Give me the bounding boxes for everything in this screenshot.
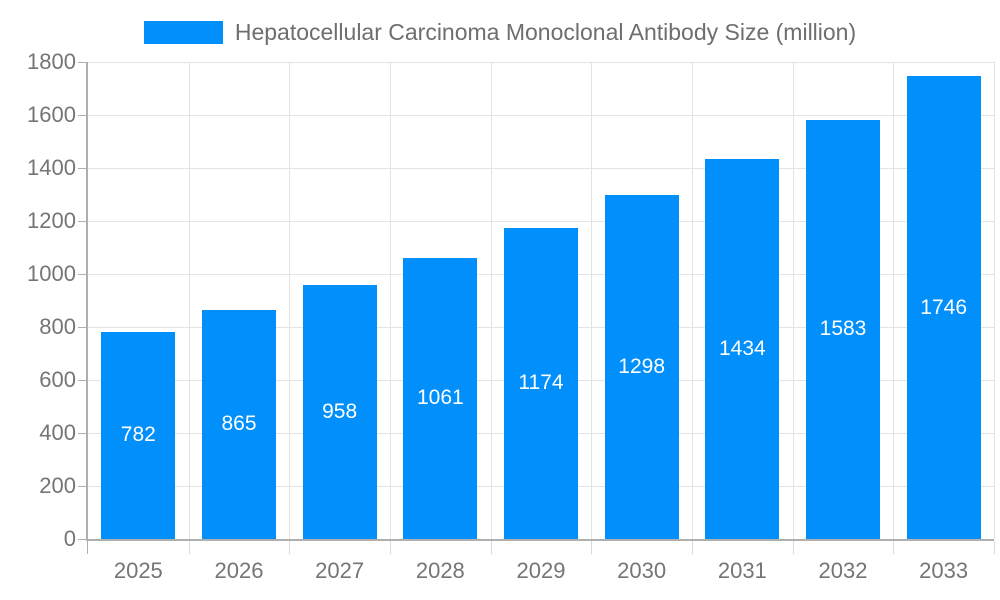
v-gridline [289, 62, 291, 539]
y-axis-label: 200 [39, 473, 76, 498]
y-axis-tick [78, 115, 88, 116]
bar-value-label: 1061 [416, 386, 464, 410]
bar-2033[interactable]: 1746 [906, 76, 981, 539]
y-axis-label: 1600 [27, 102, 76, 127]
bar-2025[interactable]: 782 [101, 331, 176, 539]
legend-label: Hepatocellular Carcinoma Monoclonal Anti… [234, 19, 857, 45]
bar-2028[interactable]: 1061 [403, 257, 478, 539]
bar-value-label: 1174 [518, 371, 564, 395]
y-axis-label: 1000 [27, 261, 76, 286]
x-axis-label: 2031 [717, 558, 767, 583]
x-axis-line [86, 539, 994, 541]
x-axis-label: 2029 [516, 558, 566, 583]
y-axis-tick [78, 221, 88, 222]
h-gridline [88, 168, 994, 169]
y-axis-tick [78, 380, 88, 381]
bar-2030[interactable]: 1298 [604, 195, 679, 539]
y-axis-label: 400 [39, 420, 76, 445]
y-axis-label: 1200 [27, 208, 76, 233]
v-gridline [591, 62, 593, 539]
y-axis-line [86, 62, 88, 541]
y-axis-tick [78, 433, 88, 434]
y-axis-tick [78, 274, 88, 275]
bar-value-label: 1583 [819, 317, 867, 341]
y-axis-label: 0 [63, 526, 76, 551]
bar-value-label: 1298 [618, 355, 666, 378]
legend[interactable]: Hepatocellular Carcinoma Monoclonal Anti… [0, 17, 1000, 47]
bar-2027[interactable]: 958 [302, 285, 377, 539]
y-axis-label: 800 [39, 314, 76, 339]
y-axis-label: 600 [39, 367, 76, 392]
v-gridline [692, 62, 693, 539]
x-axis-label: 2025 [113, 558, 163, 583]
x-axis-label: 2030 [617, 558, 667, 583]
v-gridline [792, 62, 794, 539]
v-gridline [893, 62, 895, 539]
x-axis-tick [188, 541, 190, 554]
h-gridline [88, 62, 994, 63]
bar-value-label: 958 [322, 400, 358, 424]
x-axis-label: 2026 [214, 558, 264, 583]
bar-2032[interactable]: 1583 [806, 119, 880, 539]
y-axis-label: 1400 [27, 155, 76, 180]
v-gridline [390, 62, 391, 539]
x-axis-label: 2033 [919, 558, 969, 583]
x-axis-label: 2028 [415, 558, 465, 583]
y-axis-tick [78, 327, 88, 328]
bar-2031[interactable]: 1434 [705, 158, 780, 539]
h-gridline [88, 115, 994, 116]
x-axis-tick [87, 541, 88, 554]
bar-2029[interactable]: 1174 [504, 227, 578, 539]
bar-value-label: 865 [221, 412, 257, 436]
y-axis-tick [78, 539, 88, 540]
x-axis-tick [591, 541, 593, 554]
x-axis-tick [792, 541, 794, 554]
v-gridline [994, 62, 995, 539]
bar-value-label: 1434 [718, 336, 766, 360]
y-axis-tick [78, 62, 88, 63]
x-axis-tick [994, 541, 995, 554]
x-axis-tick [893, 541, 895, 554]
y-axis-tick [78, 168, 88, 169]
v-gridline [490, 62, 492, 539]
legend-swatch [143, 20, 223, 44]
bar-value-label: 782 [120, 423, 156, 447]
x-axis-label: 2027 [315, 558, 365, 583]
bar-2026[interactable]: 865 [202, 309, 276, 539]
v-gridline [188, 62, 190, 539]
x-axis-tick [390, 541, 391, 554]
y-axis-label: 1800 [27, 49, 76, 74]
x-axis-tick [490, 541, 492, 554]
x-axis-tick [692, 541, 693, 554]
bar-value-label: 1746 [920, 295, 968, 319]
x-axis-tick [289, 541, 291, 554]
y-axis-tick [78, 486, 88, 487]
x-axis-label: 2032 [818, 558, 868, 583]
h-gridline [88, 221, 994, 222]
